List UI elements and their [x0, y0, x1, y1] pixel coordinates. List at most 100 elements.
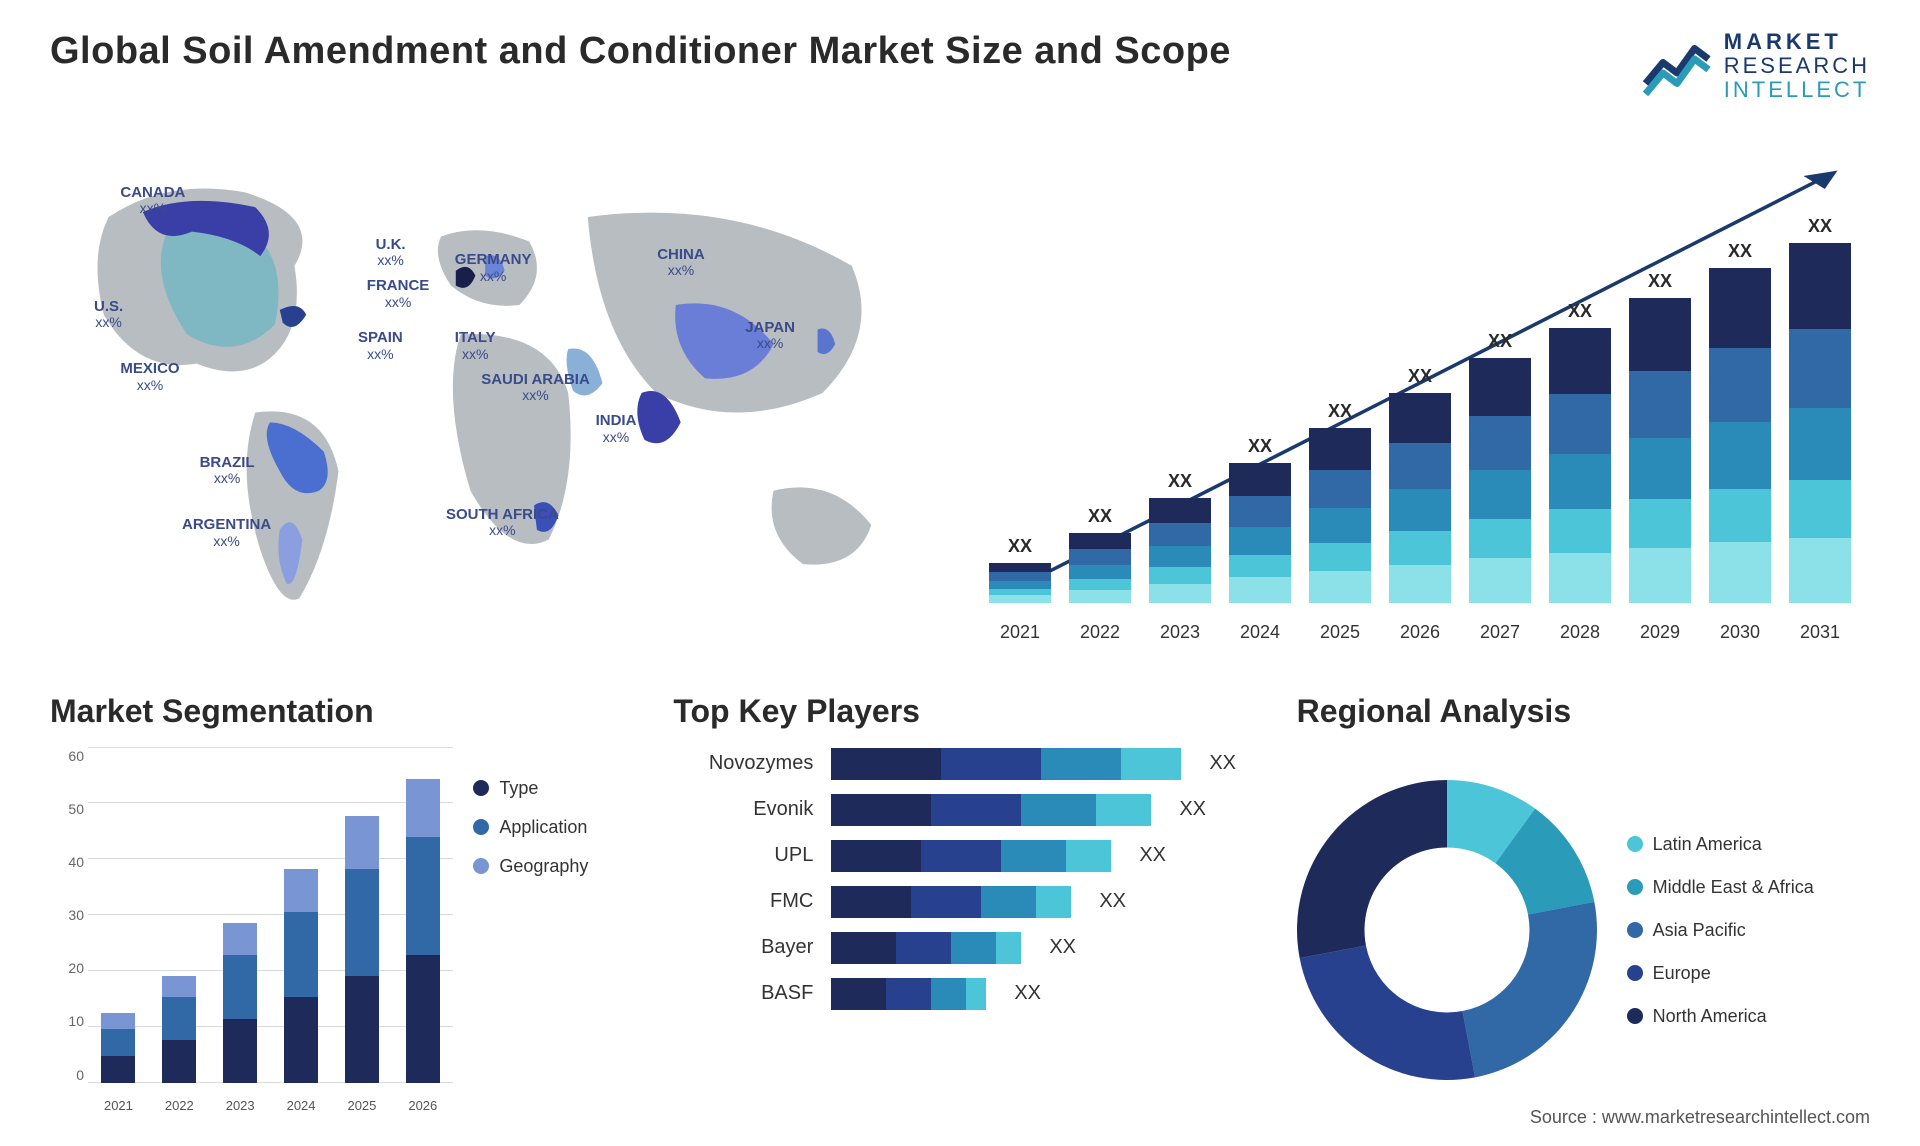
- key-player-value: XX: [1179, 798, 1206, 821]
- x-axis-label: 2021: [989, 622, 1051, 643]
- legend-item: Latin America: [1627, 834, 1814, 855]
- map-label: SPAINxx%: [358, 330, 403, 362]
- logo-line2: RESEARCH: [1724, 54, 1870, 78]
- legend-item: Europe: [1627, 963, 1814, 984]
- x-axis-label: 2030: [1709, 622, 1771, 643]
- x-axis-label: 2025: [347, 1098, 376, 1113]
- key-player-row: UPLXX: [673, 840, 1246, 872]
- y-axis-tick: 30: [50, 907, 84, 923]
- map-label: SOUTH AFRICAxx%: [446, 507, 559, 539]
- legend-swatch: [1627, 922, 1643, 938]
- x-axis-label: 2027: [1469, 622, 1531, 643]
- upper-row: CANADAxx%U.S.xx%MEXICOxx%BRAZILxx%ARGENT…: [50, 133, 1870, 653]
- segmentation-bar: [223, 923, 257, 1083]
- key-player-value: XX: [1049, 936, 1076, 959]
- map-label: CANADAxx%: [120, 185, 185, 217]
- legend-swatch: [1627, 836, 1643, 852]
- x-axis-label: 2028: [1549, 622, 1611, 643]
- bar-value-label: XX: [1648, 271, 1672, 292]
- growth-bar: XX: [1389, 366, 1451, 603]
- regional-panel: Regional Analysis Latin America Middle Ea…: [1297, 693, 1870, 1113]
- x-axis-label: 2023: [226, 1098, 255, 1113]
- y-axis-tick: 50: [50, 801, 84, 817]
- logo-icon: [1642, 31, 1712, 101]
- segmentation-title: Market Segmentation: [50, 693, 623, 730]
- key-player-bar: [831, 794, 1151, 826]
- bar-value-label: XX: [1008, 536, 1032, 557]
- source-attribution: Source : www.marketresearchintellect.com: [1530, 1107, 1870, 1128]
- donut-slice: [1462, 902, 1597, 1077]
- map-label: SAUDI ARABIAxx%: [481, 372, 590, 404]
- lower-row: Market Segmentation 6050403020100 202120…: [50, 693, 1870, 1113]
- bar-value-label: XX: [1568, 301, 1592, 322]
- world-map-panel: CANADAxx%U.S.xx%MEXICOxx%BRAZILxx%ARGENT…: [50, 133, 930, 653]
- logo-line3: INTELLECT: [1724, 78, 1870, 102]
- map-label: INDIAxx%: [596, 413, 637, 445]
- key-player-bar: [831, 840, 1111, 872]
- legend-label: Europe: [1653, 963, 1711, 984]
- legend-label: Application: [499, 817, 587, 838]
- segmentation-panel: Market Segmentation 6050403020100 202120…: [50, 693, 623, 1113]
- x-axis-label: 2025: [1309, 622, 1371, 643]
- segmentation-bar: [406, 779, 440, 1083]
- key-player-row: Evonik XX: [673, 794, 1246, 826]
- key-player-row: BASF XX: [673, 978, 1246, 1010]
- key-player-name: UPL: [673, 844, 813, 867]
- map-label: U.K.xx%: [376, 237, 406, 269]
- key-player-name: Bayer: [673, 936, 813, 959]
- legend-label: Latin America: [1653, 834, 1762, 855]
- map-label: CHINAxx%: [657, 247, 705, 279]
- y-axis-tick: 0: [50, 1067, 84, 1083]
- bar-value-label: XX: [1728, 241, 1752, 262]
- map-label: GERMANYxx%: [455, 252, 532, 284]
- growth-chart: XXXXXXXXXXXXXXXXXXXXXX 20212022202320242…: [980, 153, 1860, 643]
- logo: MARKET RESEARCH INTELLECT: [1642, 30, 1870, 103]
- key-player-bar: [831, 748, 1181, 780]
- growth-bar: XX: [989, 536, 1051, 603]
- header: Global Soil Amendment and Conditioner Ma…: [50, 30, 1870, 103]
- legend-label: Middle East & Africa: [1653, 877, 1814, 898]
- growth-bar: XX: [1309, 401, 1371, 603]
- growth-bar: XX: [1469, 331, 1531, 603]
- donut-slice: [1299, 946, 1474, 1081]
- growth-bar: XX: [1629, 271, 1691, 603]
- legend-item: Application: [473, 817, 623, 838]
- key-player-bar: [831, 932, 1021, 964]
- key-player-bar: [831, 978, 986, 1010]
- legend-swatch: [473, 819, 489, 835]
- y-axis-tick: 60: [50, 748, 84, 764]
- bar-value-label: XX: [1408, 366, 1432, 387]
- x-axis-label: 2022: [165, 1098, 194, 1113]
- legend-item: Middle East & Africa: [1627, 877, 1814, 898]
- bar-value-label: XX: [1808, 216, 1832, 237]
- key-player-value: XX: [1014, 982, 1041, 1005]
- key-player-name: Novozymes: [673, 752, 813, 775]
- map-label: JAPANxx%: [745, 320, 795, 352]
- regional-legend: Latin America Middle East & Africa Asia Pa…: [1627, 834, 1814, 1027]
- growth-bar: XX: [1789, 216, 1851, 603]
- legend-label: Type: [499, 778, 538, 799]
- segmentation-legend: Type Application Geography: [473, 748, 623, 1113]
- legend-label: Asia Pacific: [1653, 920, 1746, 941]
- growth-bar: XX: [1709, 241, 1771, 603]
- segmentation-chart: 6050403020100 202120222023202420252026: [50, 748, 453, 1113]
- regional-title: Regional Analysis: [1297, 693, 1870, 730]
- legend-item: Type: [473, 778, 623, 799]
- growth-bar: XX: [1229, 436, 1291, 603]
- bar-value-label: XX: [1328, 401, 1352, 422]
- growth-bar: XX: [1549, 301, 1611, 603]
- bar-value-label: XX: [1088, 506, 1112, 527]
- x-axis-label: 2022: [1069, 622, 1131, 643]
- donut-slice: [1297, 780, 1447, 958]
- key-player-row: FMC XX: [673, 886, 1246, 918]
- segmentation-bar: [284, 869, 318, 1082]
- key-player-value: XX: [1099, 890, 1126, 913]
- key-player-name: FMC: [673, 890, 813, 913]
- key-player-name: BASF: [673, 982, 813, 1005]
- x-axis-label: 2031: [1789, 622, 1851, 643]
- key-players-title: Top Key Players: [673, 693, 1246, 730]
- legend-item: Geography: [473, 856, 623, 877]
- page-title: Global Soil Amendment and Conditioner Ma…: [50, 30, 1231, 73]
- map-label: ARGENTINAxx%: [182, 517, 271, 549]
- key-player-name: Evonik: [673, 798, 813, 821]
